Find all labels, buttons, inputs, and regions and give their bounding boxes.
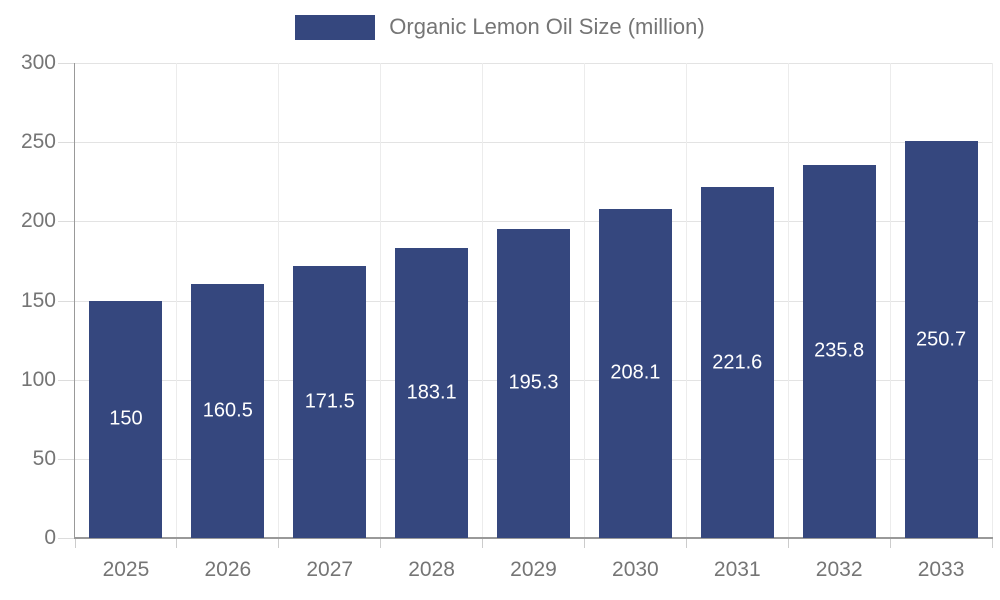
bar-2033[interactable]: 250.7 [904, 141, 978, 538]
legend-label: Organic Lemon Oil Size (million) [389, 14, 705, 39]
x-gridline [889, 63, 891, 538]
x-gridline [278, 63, 280, 538]
y-axis-label: 250 [20, 130, 56, 154]
y-axis-label: 100 [20, 367, 56, 391]
legend-swatch [295, 14, 376, 40]
x-axis-tick [176, 539, 178, 548]
bar-value-label: 160.5 [202, 399, 253, 422]
legend[interactable]: Organic Lemon Oil Size (million) [0, 14, 1000, 40]
x-axis-tick [889, 539, 891, 548]
bar-value-label: 183.1 [406, 381, 457, 404]
bar-2030[interactable]: 208.1 [598, 208, 672, 538]
bar-2027[interactable]: 171.5 [293, 266, 367, 538]
y-axis-label: 300 [20, 51, 56, 74]
bar-value-label: 195.3 [508, 371, 559, 394]
x-axis-label-2033: 2033 [917, 558, 965, 581]
x-gridline [583, 63, 585, 538]
y-axis-tick [58, 458, 74, 460]
x-axis-tick [583, 539, 585, 548]
x-axis-tick [482, 539, 484, 548]
y-axis-tick [58, 300, 74, 302]
x-axis-label-2029: 2029 [510, 558, 557, 581]
bar-2032[interactable]: 235.8 [802, 164, 876, 538]
y-axis-label: 0 [44, 526, 56, 549]
x-gridline [787, 63, 789, 538]
bar-value-label: 250.7 [916, 328, 967, 351]
bar-2028[interactable]: 183.1 [395, 248, 469, 538]
y-axis-tick [58, 142, 74, 144]
x-axis-tick [380, 539, 382, 548]
bar-2025[interactable]: 150 [89, 300, 163, 538]
bar-value-label: 150 [109, 407, 143, 430]
x-axis-tick [685, 539, 687, 548]
y-axis-line [74, 63, 75, 539]
x-gridline [176, 63, 178, 538]
x-axis-tick [278, 539, 280, 548]
bar-2031[interactable]: 221.6 [700, 187, 774, 538]
y-axis-label: 50 [32, 446, 56, 470]
y-axis-label: 150 [20, 288, 56, 312]
y-gridline [75, 63, 992, 64]
x-axis-label-2032: 2032 [815, 558, 863, 581]
y-axis-tick [58, 538, 74, 539]
x-axis-label-2026: 2026 [204, 558, 252, 581]
x-axis-tick [74, 539, 76, 548]
x-axis-label-2030: 2030 [612, 558, 659, 581]
x-axis-label-2028: 2028 [408, 558, 455, 581]
bar-value-label: 235.8 [814, 339, 865, 362]
x-gridline [380, 63, 382, 538]
y-axis-tick [58, 221, 74, 223]
x-gridline [685, 63, 687, 538]
x-axis-label-2027: 2027 [306, 558, 354, 581]
bar-value-label: 221.6 [712, 351, 763, 374]
y-axis-tick [58, 63, 74, 64]
bar-2029[interactable]: 195.3 [497, 228, 570, 538]
y-gridline [75, 142, 992, 144]
x-axis-tick [787, 539, 789, 548]
y-axis-tick [58, 379, 74, 381]
x-gridline [482, 63, 484, 538]
x-gridline [991, 63, 993, 538]
x-axis-line [75, 537, 993, 539]
x-axis-tick [991, 539, 993, 548]
y-gridline [75, 221, 992, 223]
x-axis-label-2031: 2031 [713, 558, 761, 581]
x-axis-label-2025: 2025 [102, 558, 150, 581]
bar-2026[interactable]: 160.5 [191, 283, 265, 538]
y-axis-label: 200 [20, 209, 56, 233]
bar-value-label: 208.1 [610, 361, 661, 384]
bar-value-label: 171.5 [304, 390, 355, 413]
